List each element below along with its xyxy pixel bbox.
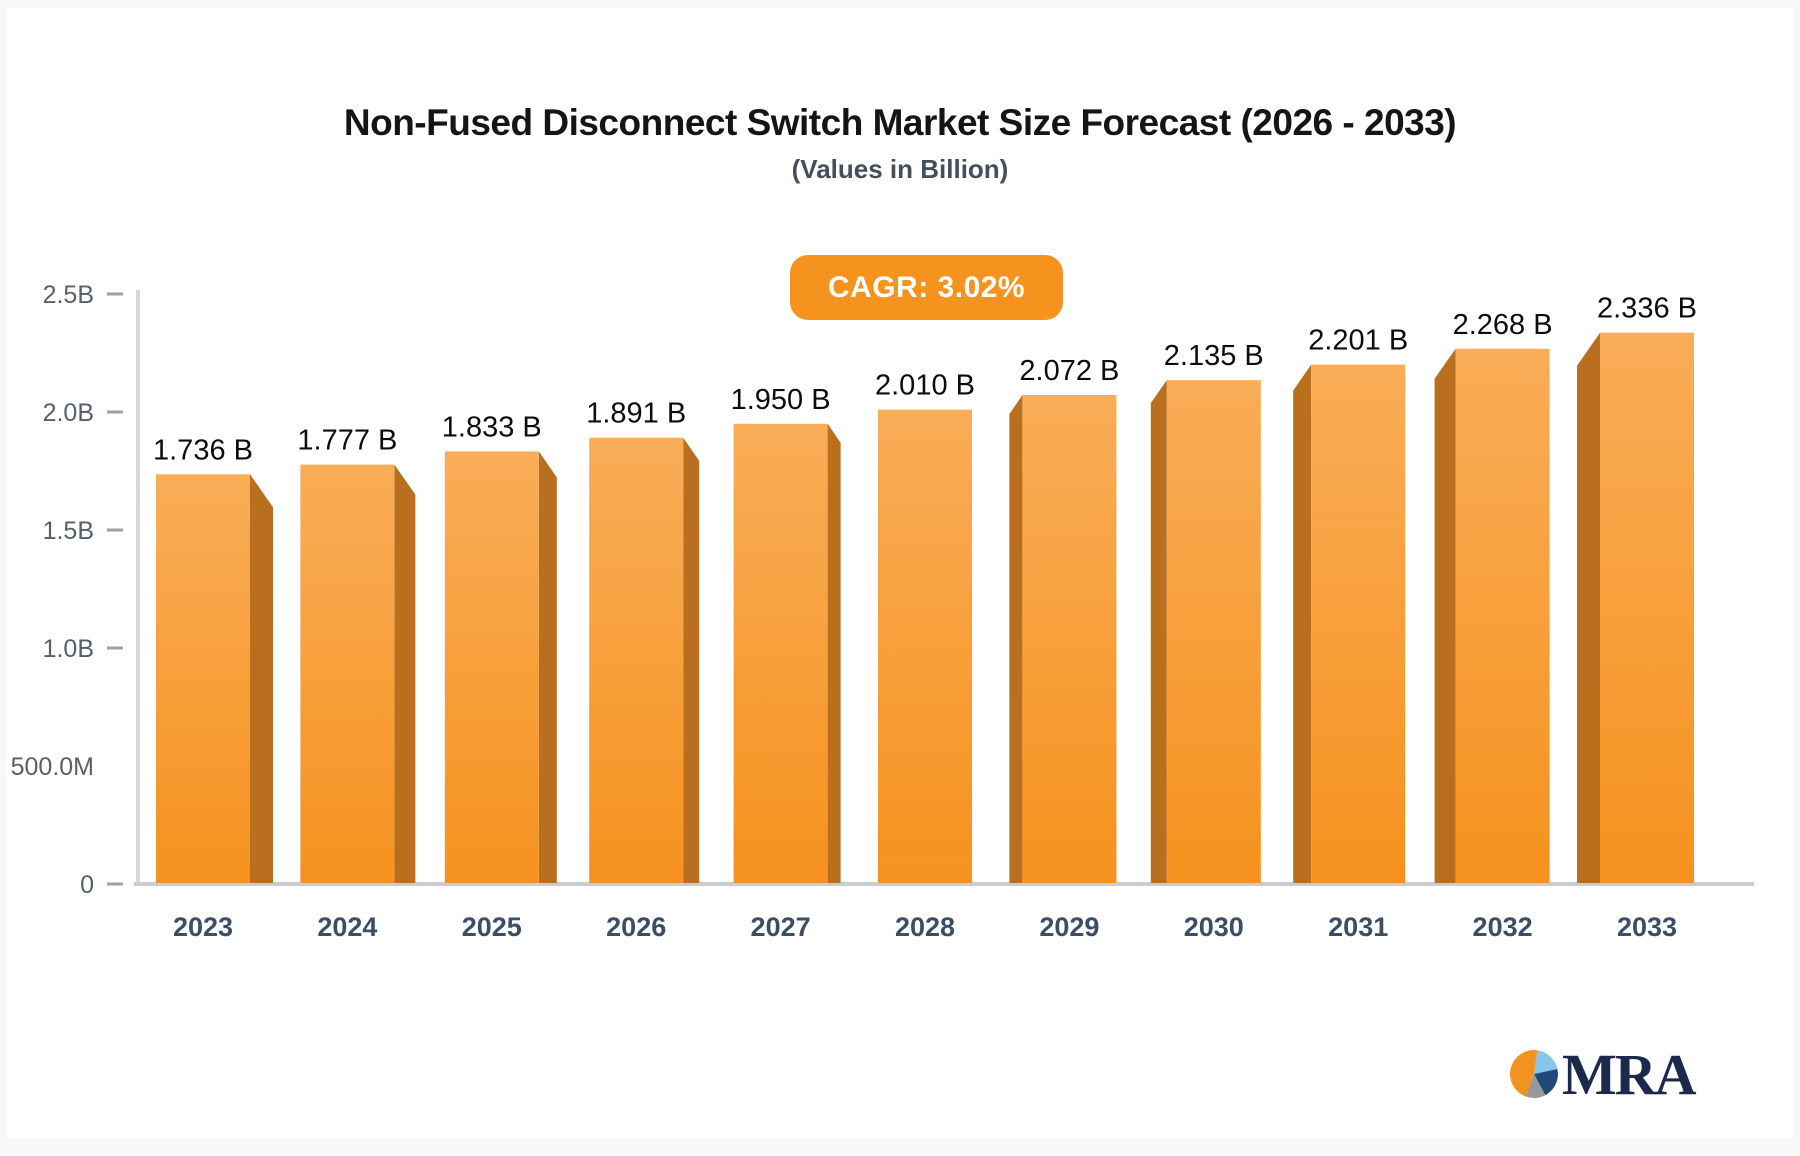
bar-side-face xyxy=(827,423,841,883)
bar-group-2023: 1.736 B 2023 xyxy=(153,434,273,942)
bar-value-label: 2.010 B xyxy=(875,370,975,402)
bar-front-face xyxy=(878,409,972,883)
x-axis-label-2024: 2024 xyxy=(317,912,377,942)
bar-side-face xyxy=(1434,348,1456,883)
bar-front-face xyxy=(1600,332,1694,884)
bar-value-label: 1.736 B xyxy=(153,434,253,466)
brand-logo: MRA xyxy=(1510,1042,1699,1107)
x-axis-label-2028: 2028 xyxy=(895,912,955,942)
bar-group-2026: 1.891 B 2026 xyxy=(586,398,700,942)
bar-value-label: 2.336 B xyxy=(1597,293,1697,325)
bar-value-label: 1.891 B xyxy=(586,398,686,430)
logo-pie-gray-slice xyxy=(1525,1074,1546,1098)
y-tick-label-1.0B: 1.0B xyxy=(43,635,94,663)
bar-side-face xyxy=(1009,395,1023,883)
bar-side-face xyxy=(1293,364,1312,884)
bar-front-face xyxy=(589,437,684,883)
logo-text: MRA xyxy=(1562,1042,1697,1107)
y-tick-label-0: 0 xyxy=(80,871,94,899)
chart-card: Non-Fused Disconnect Switch Market Size … xyxy=(6,8,1794,1138)
bar-side-face xyxy=(538,451,557,883)
logo-pie-light-blue-slice xyxy=(1534,1050,1558,1074)
x-axis-label-2023: 2023 xyxy=(173,912,233,942)
bar-side-face xyxy=(250,474,273,883)
bar-value-label: 2.201 B xyxy=(1308,325,1408,357)
logo-pie-navy-slice xyxy=(1534,1069,1558,1096)
y-tick-label-2.5B: 2.5B xyxy=(43,281,94,309)
bar-side-face xyxy=(1577,332,1600,884)
bar-side-face xyxy=(683,437,700,883)
x-axis-label-2029: 2029 xyxy=(1039,912,1099,942)
x-axis-label-2027: 2027 xyxy=(751,912,811,942)
bar-group-2030: 2.135 B 2030 xyxy=(1150,340,1264,942)
bar-value-label: 2.135 B xyxy=(1164,340,1264,372)
bar-side-face xyxy=(1150,380,1167,883)
bar-group-2029: 2.072 B 2029 xyxy=(1009,355,1119,942)
x-axis-label-2026: 2026 xyxy=(606,912,666,942)
y-tick-label-2.0B: 2.0B xyxy=(43,399,94,427)
bar-front-face xyxy=(300,464,395,883)
bar-group-2025: 1.833 B 2025 xyxy=(442,411,557,942)
x-axis-label-2030: 2030 xyxy=(1184,912,1244,942)
bar-front-face xyxy=(733,423,828,883)
logo-pie-orange-slice xyxy=(1510,1050,1538,1097)
x-axis-label-2032: 2032 xyxy=(1473,912,1533,942)
bar-value-label: 2.268 B xyxy=(1453,309,1553,341)
bar-front-face xyxy=(1166,380,1261,883)
bar-front-face xyxy=(156,474,250,883)
bar-front-face xyxy=(444,451,539,883)
bar-value-label: 1.833 B xyxy=(442,411,542,443)
y-tick-label-1.5B: 1.5B xyxy=(43,517,94,545)
bar-value-label: 1.950 B xyxy=(731,384,831,416)
x-axis-label-2031: 2031 xyxy=(1328,912,1388,942)
chart-subtitle: (Values in Billion) xyxy=(791,154,1009,184)
x-axis-label-2033: 2033 xyxy=(1617,912,1677,942)
bar-front-face xyxy=(1311,364,1406,884)
bar-group-2028: 2.010 B 2028 xyxy=(875,370,975,942)
bar-group-2032: 2.268 B 2032 xyxy=(1434,309,1553,942)
cagr-badge: CAGR: 3.02% xyxy=(790,255,1063,320)
bar-group-2031: 2.201 B 2031 xyxy=(1293,325,1408,942)
bar-value-label: 2.072 B xyxy=(1019,355,1119,387)
bar-front-face xyxy=(1022,395,1117,883)
cagr-badge-label: CAGR: 3.02% xyxy=(827,270,1026,304)
chart-title: Non-Fused Disconnect Switch Market Size … xyxy=(343,102,1457,143)
bar-group-2027: 1.950 B 2027 xyxy=(731,384,841,942)
bar-front-face xyxy=(1455,348,1550,883)
market-forecast-bar-chart: 2.5B 2.0B 1.5B 1.0B 500.0M 0 1.736 B 2023 1.777 … xyxy=(11,281,1754,942)
bar-side-face xyxy=(394,464,416,883)
bar-group-2024: 1.777 B 2024 xyxy=(297,425,416,942)
y-tick-label-500.0M: 500.0M xyxy=(11,753,94,781)
bar-value-label: 1.777 B xyxy=(297,425,397,457)
bar-group-2033: 2.336 B 2033 xyxy=(1577,293,1697,942)
x-axis-label-2025: 2025 xyxy=(462,912,522,942)
